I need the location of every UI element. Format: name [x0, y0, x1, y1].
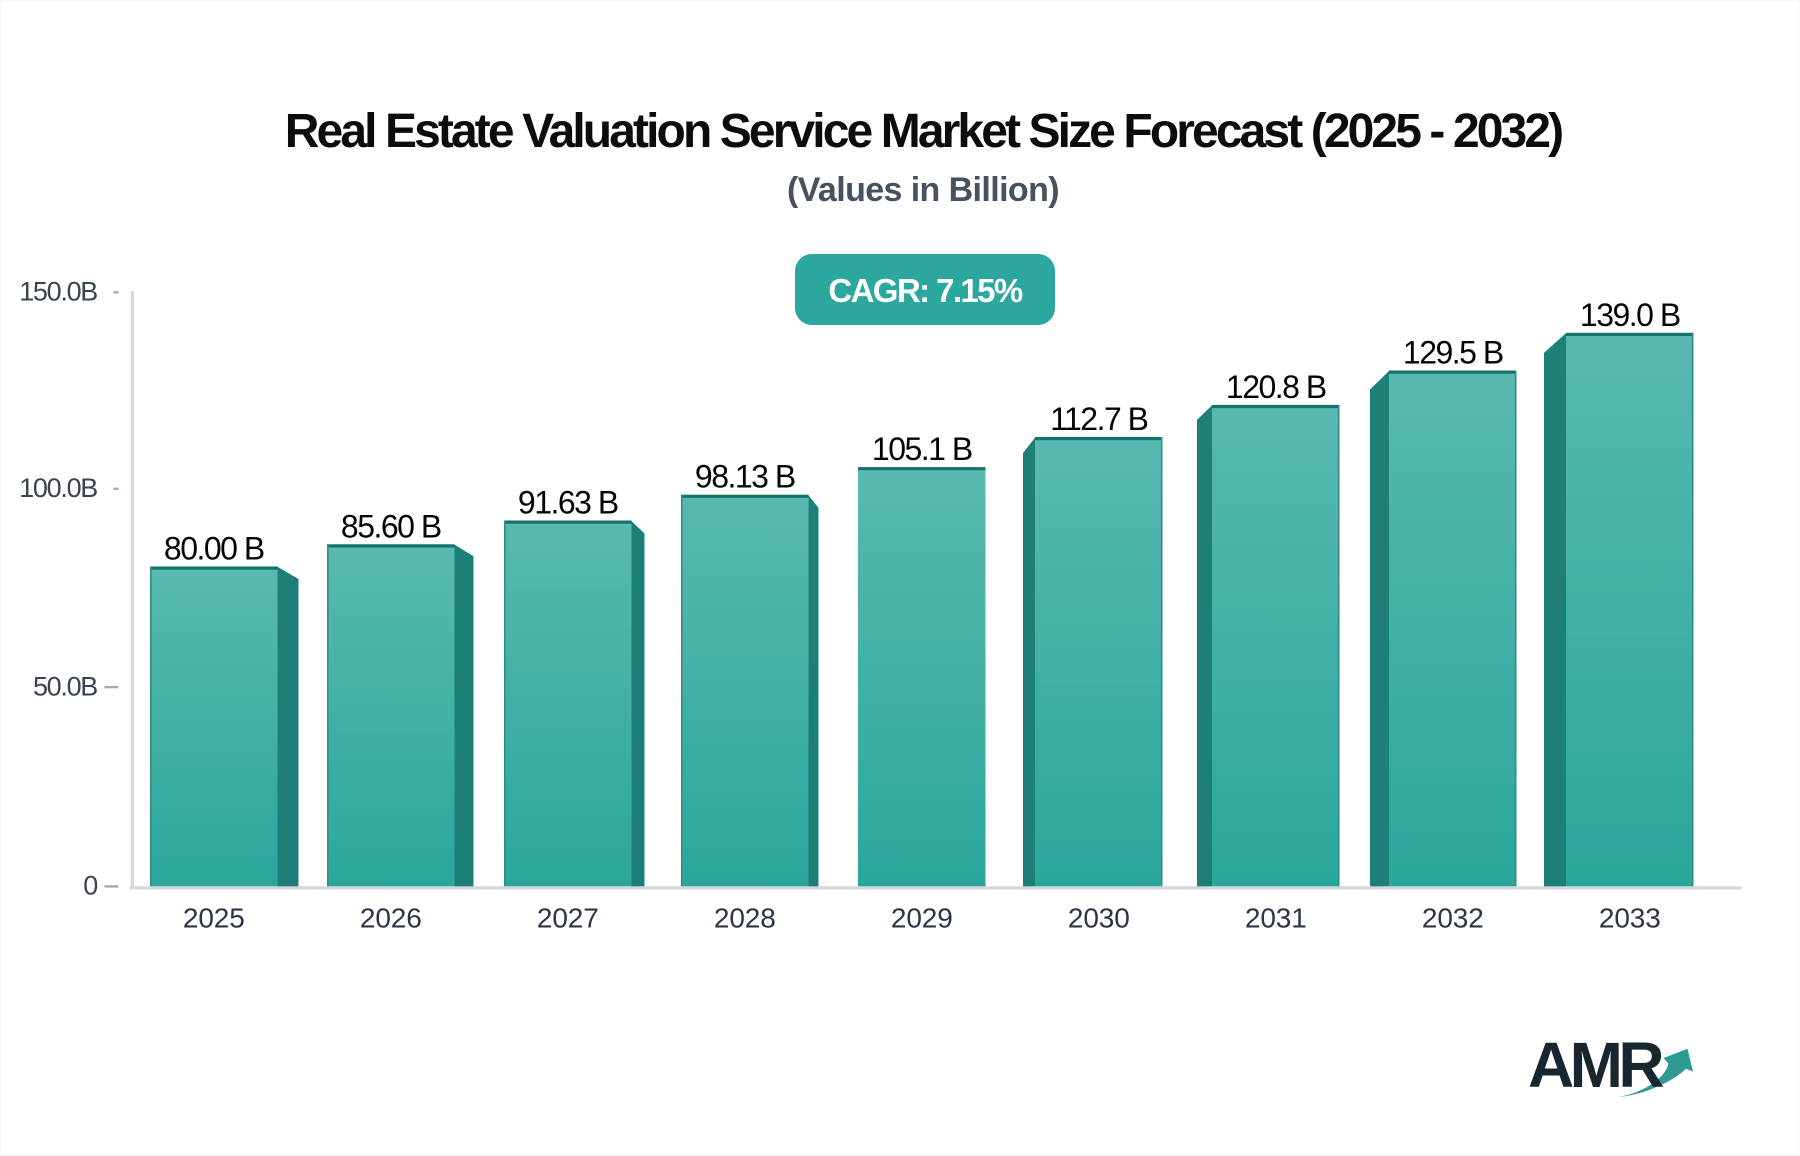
svg-text:50.0B: 50.0B — [33, 671, 97, 701]
svg-text:0: 0 — [83, 871, 97, 901]
svg-text:139.0 B: 139.0 B — [1580, 297, 1680, 333]
svg-text:112.7 B: 112.7 B — [1050, 401, 1148, 437]
svg-text:2027: 2027 — [537, 903, 599, 934]
svg-text:91.63 B: 91.63 B — [518, 485, 618, 521]
svg-text:120.8 B: 120.8 B — [1226, 369, 1326, 405]
svg-text:AMR: AMR — [1528, 1029, 1663, 1101]
svg-text:129.5 B: 129.5 B — [1403, 335, 1503, 371]
svg-text:2032: 2032 — [1422, 903, 1484, 934]
svg-text:80.00 B: 80.00 B — [164, 531, 264, 567]
svg-text:2031: 2031 — [1245, 903, 1307, 934]
svg-text:CAGR: 7.15%: CAGR: 7.15% — [828, 272, 1023, 309]
svg-text:2026: 2026 — [360, 903, 422, 934]
svg-text:105.1 B: 105.1 B — [872, 431, 972, 467]
svg-text:2033: 2033 — [1599, 903, 1661, 934]
svg-text:2030: 2030 — [1068, 903, 1130, 934]
svg-text:98.13 B: 98.13 B — [695, 459, 795, 495]
svg-text:85.60 B: 85.60 B — [341, 508, 441, 544]
svg-text:150.0B: 150.0B — [19, 277, 97, 307]
svg-text:2029: 2029 — [891, 903, 953, 934]
svg-text:100.0B: 100.0B — [19, 473, 97, 503]
svg-text:(Values in Billion): (Values in Billion) — [787, 171, 1059, 209]
svg-text:2028: 2028 — [714, 903, 776, 934]
svg-text:Real Estate Valuation Service: Real Estate Valuation Service Market Siz… — [285, 105, 1562, 158]
svg-text:2025: 2025 — [183, 903, 245, 934]
